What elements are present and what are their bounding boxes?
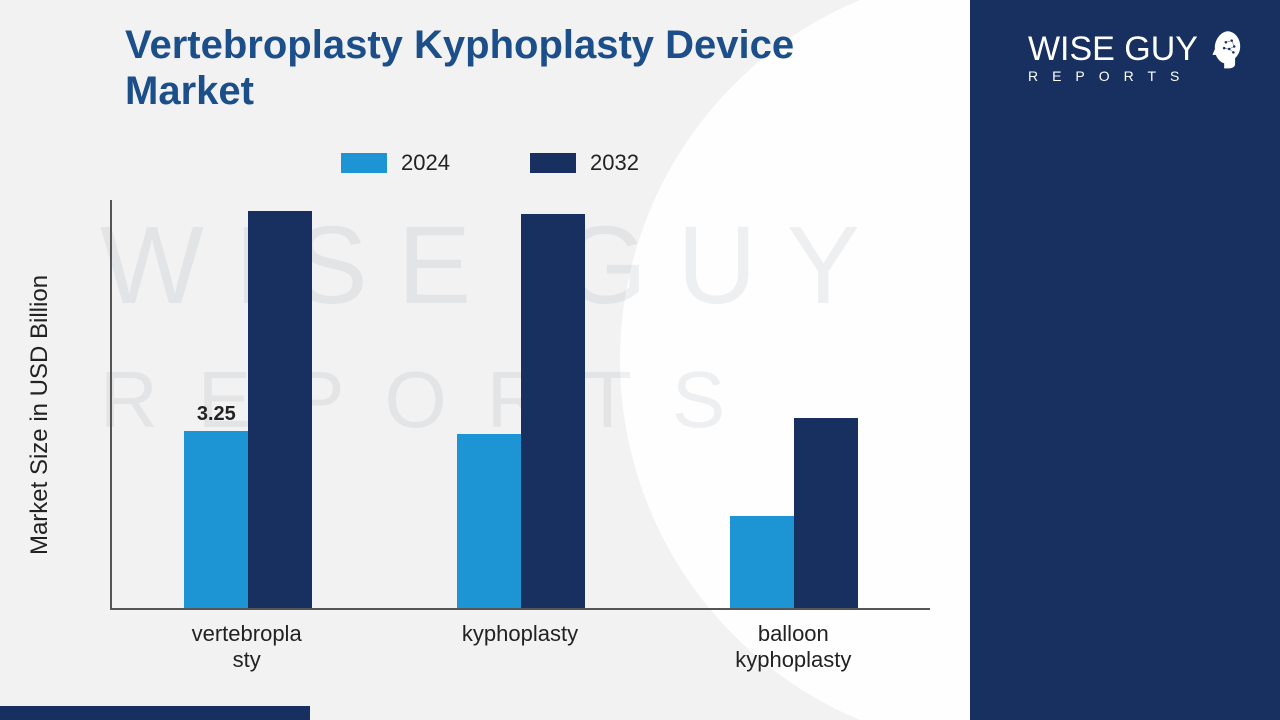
y-axis-label: Market Size in USD Billion [26, 275, 54, 555]
plot-region: 3.25 [110, 200, 930, 610]
bar-kyphoplasty-2032 [521, 214, 585, 608]
x-axis-labels: vertebroplasty kyphoplasty balloonkyphop… [110, 621, 930, 672]
x-label-0: vertebroplasty [157, 621, 337, 672]
legend: 2024 2032 [50, 150, 930, 176]
chart-area: Market Size in USD Billion 2024 2032 3.2… [50, 150, 930, 680]
legend-label-2032: 2032 [590, 150, 639, 176]
right-brand-panel [970, 0, 1280, 720]
group-vertebroplasty: 3.25 [158, 200, 338, 608]
logo-main-row: WISE GUY [1028, 28, 1246, 70]
bottom-accent-strip [0, 706, 310, 720]
bar-balloon-2032 [794, 418, 858, 608]
bar-vertebroplasty-2032 [248, 211, 312, 608]
logo-sub-text: REPORTS [1028, 68, 1206, 84]
infographic-canvas: WISE GUY REPORTS WISE GUY REPORTS Ve [0, 0, 1280, 720]
bar-balloon-2024 [730, 516, 794, 608]
group-kyphoplasty [431, 200, 611, 608]
x-label-1: kyphoplasty [430, 621, 610, 672]
bar-kyphoplasty-2024 [457, 434, 521, 608]
logo-main-text: WISE GUY [1028, 30, 1198, 69]
bar-value-label: 3.25 [197, 403, 236, 426]
legend-swatch-2032 [530, 153, 576, 173]
bar-vertebroplasty-2024: 3.25 [184, 431, 248, 608]
legend-swatch-2024 [341, 153, 387, 173]
x-label-2: balloonkyphoplasty [703, 621, 883, 672]
legend-item-2032: 2032 [530, 150, 639, 176]
legend-item-2024: 2024 [341, 150, 450, 176]
bar-groups: 3.25 [112, 200, 930, 608]
legend-label-2024: 2024 [401, 150, 450, 176]
head-icon [1204, 28, 1246, 70]
chart-title: Vertebroplasty Kyphoplasty Device Market [125, 22, 865, 114]
brand-logo: WISE GUY REPORTS [1028, 28, 1246, 84]
group-balloon [704, 200, 884, 608]
